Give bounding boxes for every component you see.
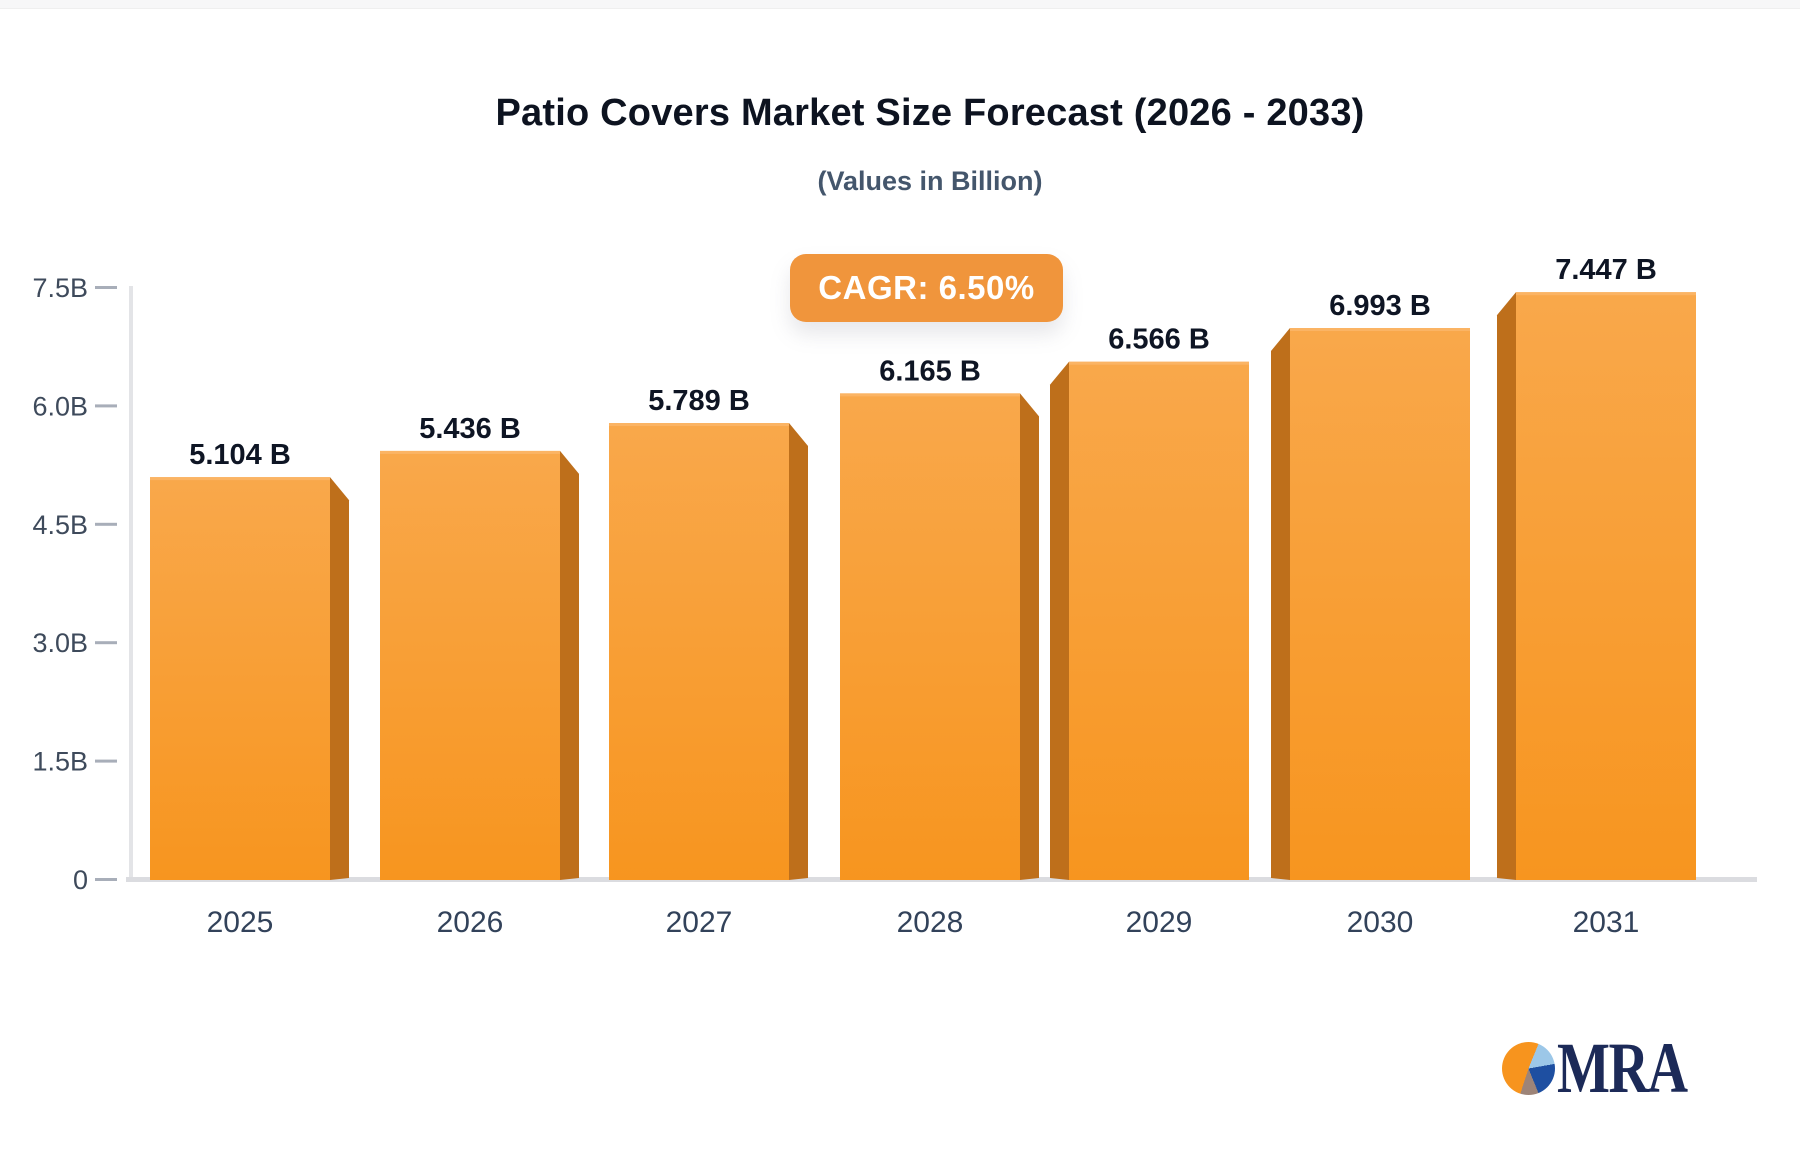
y-tick-mark (95, 641, 117, 645)
bar-side-face (1497, 292, 1516, 880)
bar-top-edge (380, 450, 560, 454)
card-top-edge (0, 0, 1800, 9)
bar-top-edge (840, 393, 1020, 397)
x-tick-label: 2030 (1347, 906, 1414, 939)
bar-side-face (1050, 361, 1069, 880)
bar-value-label: 5.436 B (419, 413, 521, 445)
x-tick-label: 2028 (897, 906, 964, 939)
bar-value-label: 6.165 B (879, 355, 981, 387)
bar-value-label: 6.566 B (1108, 324, 1210, 356)
y-tick-label: 0 (73, 865, 88, 895)
y-tick-label: 7.5B (32, 273, 88, 303)
x-tick-label: 2025 (207, 906, 274, 939)
bar-top-edge (1290, 328, 1470, 332)
y-tick-label: 1.5B (32, 747, 88, 777)
cagr-badge-label: CAGR: 6.50% (818, 269, 1035, 306)
bar-group-2025: 5.104 B 2025 (150, 439, 349, 939)
chart-subtitle: (Values in Billion) (817, 166, 1043, 196)
y-tick-mark (95, 759, 117, 763)
bar-side-face (560, 450, 579, 880)
bar-top-edge (1069, 361, 1249, 365)
bar-top-edge (609, 423, 789, 427)
bar-2030 (1290, 328, 1470, 881)
x-tick-label: 2031 (1573, 906, 1640, 939)
bar-2027 (609, 423, 789, 880)
bar-group-2027: 5.789 B 2027 (609, 385, 808, 939)
bar-2029 (1069, 361, 1249, 880)
bar-side-face (330, 477, 349, 880)
bar-side-face (789, 423, 808, 880)
y-tick-mark (95, 522, 117, 526)
y-tick-label: 4.5B (32, 510, 88, 540)
x-tick-label: 2027 (666, 906, 733, 939)
bar-2028 (840, 393, 1020, 880)
bar-group-2029: 6.566 B 2029 (1050, 324, 1249, 939)
brand-logo: MRA (1502, 1027, 1723, 1108)
bar-side-face (1271, 328, 1290, 881)
y-tick-mark (95, 878, 117, 881)
bar-2031 (1516, 292, 1696, 880)
y-tick-label: 3.0B (32, 628, 88, 658)
bar-top-edge (1516, 292, 1696, 296)
bar-group-2030: 6.993 B 2030 (1271, 290, 1470, 939)
bar-group-2026: 5.436 B 2026 (380, 413, 579, 939)
y-axis-line (129, 286, 133, 882)
cagr-badge: CAGR: 6.50% (790, 254, 1063, 322)
bar-value-label: 7.447 B (1555, 254, 1657, 286)
bar-group-2031: 7.447 B 2031 (1497, 254, 1696, 939)
y-tick-mark (95, 404, 117, 408)
bar-group-2028: 6.165 B 2028 (840, 355, 1039, 939)
bar-2025 (150, 477, 330, 880)
x-tick-label: 2026 (437, 906, 504, 939)
bar-top-edge (150, 477, 330, 481)
brand-name: MRA (1557, 1027, 1688, 1108)
chart-title: Patio Covers Market Size Forecast (2026 … (495, 92, 1365, 134)
bar-value-label: 5.789 B (648, 385, 750, 417)
bar-2026 (380, 450, 560, 880)
bar-value-label: 5.104 B (189, 439, 291, 471)
x-tick-label: 2029 (1126, 906, 1193, 939)
y-tick-label: 6.0B (32, 391, 88, 421)
bar-value-label: 6.993 B (1329, 290, 1431, 322)
y-tick-mark (95, 286, 117, 289)
pie-chart-icon (1502, 1041, 1555, 1095)
bar-side-face (1020, 393, 1039, 880)
